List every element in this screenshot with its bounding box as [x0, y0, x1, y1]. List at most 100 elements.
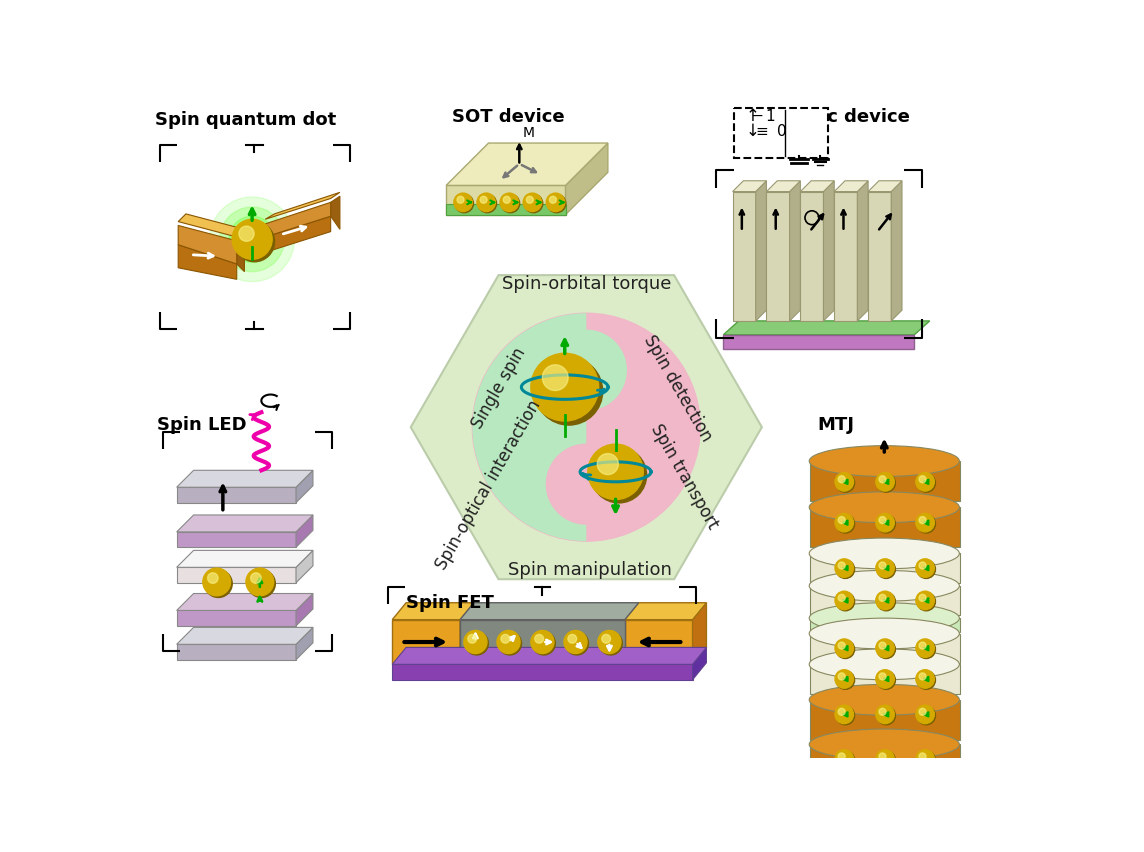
Circle shape — [836, 592, 855, 611]
Circle shape — [526, 196, 533, 204]
Circle shape — [917, 640, 936, 659]
Polygon shape — [857, 181, 868, 321]
Polygon shape — [723, 335, 914, 348]
Polygon shape — [178, 226, 237, 264]
Circle shape — [879, 516, 885, 524]
Polygon shape — [296, 515, 313, 547]
Polygon shape — [446, 143, 607, 186]
Circle shape — [836, 751, 855, 769]
Circle shape — [531, 630, 554, 653]
Text: ─ 1: ─ 1 — [753, 110, 777, 124]
Circle shape — [916, 473, 935, 491]
Circle shape — [839, 673, 845, 680]
Circle shape — [919, 516, 925, 524]
Polygon shape — [834, 192, 857, 321]
Text: $\equiv$ 0: $\equiv$ 0 — [753, 124, 787, 139]
Text: $\uparrow$: $\uparrow$ — [741, 107, 757, 125]
Circle shape — [565, 632, 588, 655]
Text: M: M — [523, 126, 534, 140]
Circle shape — [547, 193, 565, 211]
Circle shape — [209, 197, 294, 282]
Circle shape — [916, 514, 935, 532]
Polygon shape — [801, 181, 834, 192]
Circle shape — [919, 753, 925, 760]
Circle shape — [205, 570, 232, 597]
Polygon shape — [625, 602, 707, 619]
Circle shape — [567, 635, 577, 643]
Circle shape — [524, 194, 542, 213]
Text: Spin-optical interaction: Spin-optical interaction — [432, 397, 545, 573]
Circle shape — [839, 642, 845, 649]
Circle shape — [877, 560, 896, 579]
Polygon shape — [392, 619, 460, 665]
Circle shape — [876, 514, 895, 532]
Polygon shape — [296, 627, 313, 659]
Polygon shape — [810, 619, 960, 632]
Polygon shape — [723, 321, 930, 335]
Circle shape — [839, 562, 845, 569]
Text: MTJ: MTJ — [817, 417, 855, 435]
Polygon shape — [237, 233, 245, 272]
Circle shape — [916, 591, 935, 610]
Text: Spin manipulation: Spin manipulation — [508, 561, 672, 579]
Polygon shape — [178, 245, 237, 279]
Circle shape — [839, 516, 845, 524]
Circle shape — [879, 595, 885, 602]
Circle shape — [876, 670, 895, 688]
Circle shape — [835, 559, 853, 578]
Circle shape — [917, 474, 936, 492]
Circle shape — [501, 635, 510, 643]
Polygon shape — [411, 275, 762, 579]
Circle shape — [564, 630, 587, 653]
Circle shape — [534, 635, 543, 643]
Circle shape — [232, 219, 272, 259]
Circle shape — [542, 365, 569, 390]
Circle shape — [496, 630, 521, 653]
Circle shape — [836, 515, 855, 533]
Circle shape — [836, 560, 855, 579]
Circle shape — [917, 706, 936, 725]
Circle shape — [532, 632, 555, 655]
Circle shape — [235, 222, 275, 262]
Circle shape — [876, 750, 895, 769]
Text: $\downarrow$: $\downarrow$ — [741, 122, 757, 140]
Circle shape — [876, 639, 895, 658]
Circle shape — [917, 671, 936, 689]
Circle shape — [547, 194, 566, 213]
Circle shape — [246, 568, 273, 596]
Circle shape — [588, 444, 643, 499]
Circle shape — [597, 453, 618, 475]
Polygon shape — [176, 594, 313, 610]
Circle shape — [835, 670, 853, 688]
Wedge shape — [472, 314, 586, 541]
Polygon shape — [460, 602, 638, 619]
Circle shape — [480, 196, 487, 204]
Ellipse shape — [809, 649, 960, 680]
Circle shape — [472, 314, 700, 541]
Circle shape — [877, 706, 896, 725]
Circle shape — [466, 632, 488, 655]
Circle shape — [919, 562, 925, 569]
Polygon shape — [176, 515, 313, 532]
Text: Spin FET: Spin FET — [406, 594, 494, 612]
Ellipse shape — [809, 492, 960, 522]
Text: Spin-orbital torque: Spin-orbital torque — [501, 275, 672, 293]
Polygon shape — [176, 627, 313, 644]
Polygon shape — [766, 181, 801, 192]
Polygon shape — [176, 470, 313, 487]
Polygon shape — [766, 192, 789, 321]
Circle shape — [591, 447, 646, 503]
Circle shape — [836, 474, 855, 492]
Polygon shape — [178, 214, 245, 237]
Circle shape — [877, 474, 896, 492]
Polygon shape — [810, 699, 960, 740]
Circle shape — [919, 673, 925, 680]
Polygon shape — [801, 192, 824, 321]
Polygon shape — [868, 192, 891, 321]
Polygon shape — [392, 602, 474, 619]
Circle shape — [454, 193, 472, 211]
Polygon shape — [692, 602, 707, 665]
Circle shape — [468, 635, 477, 643]
Circle shape — [916, 670, 935, 688]
Circle shape — [599, 632, 622, 655]
